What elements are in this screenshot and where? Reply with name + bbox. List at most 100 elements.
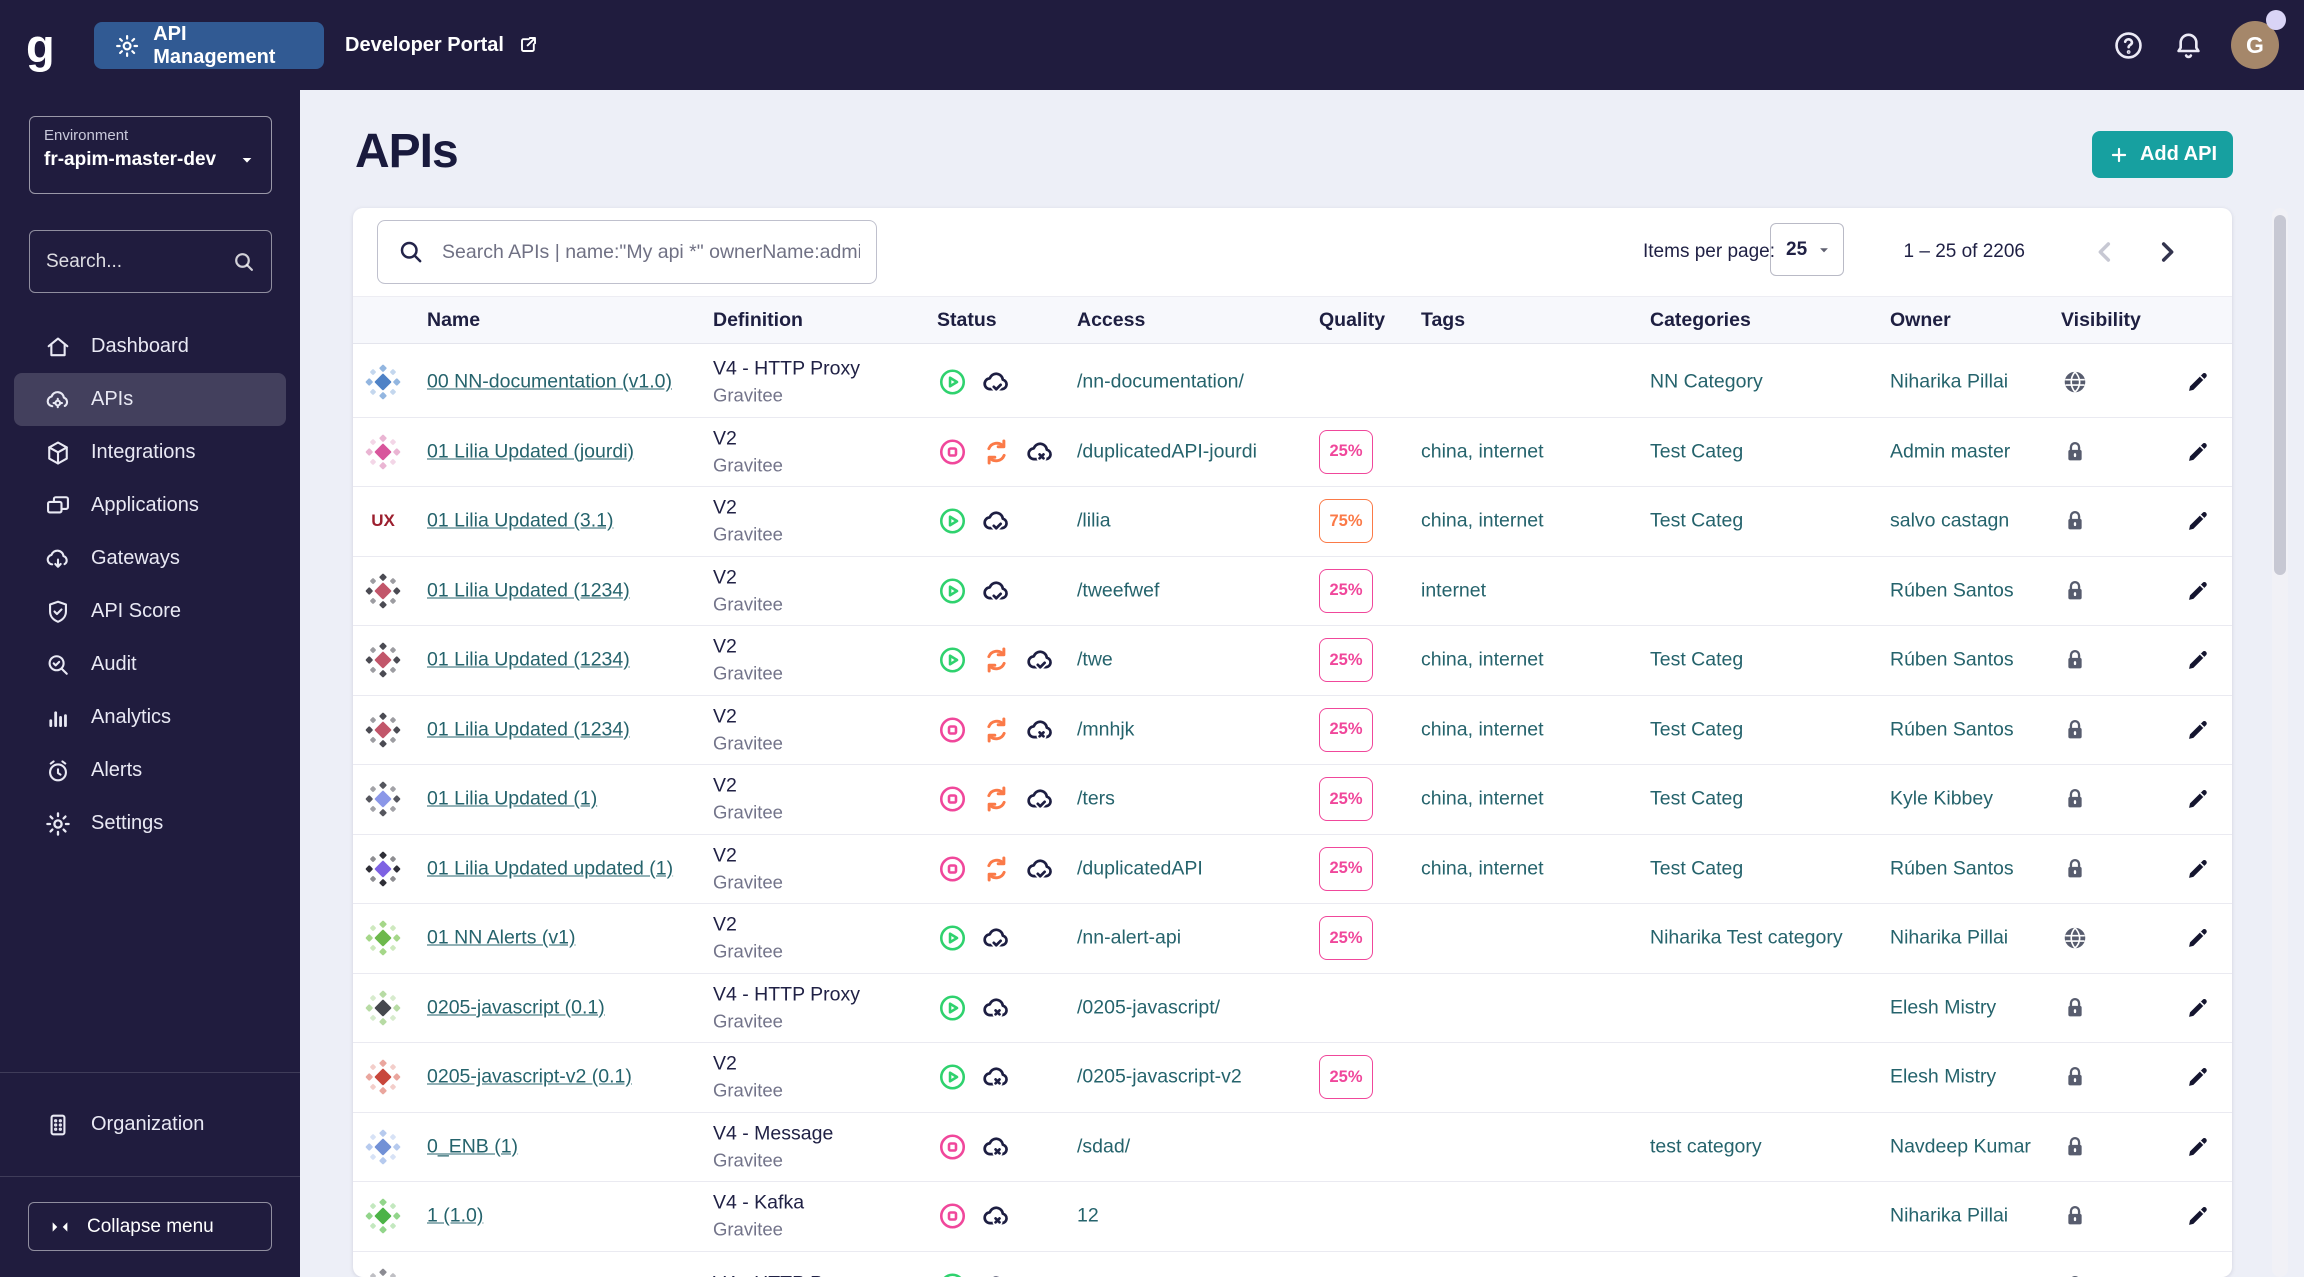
- sidebar-item-settings[interactable]: Settings: [0, 797, 300, 850]
- column-header-owner: Owner: [1890, 309, 1951, 331]
- api-name-link[interactable]: 00 NN-documentation (v1.0): [427, 370, 672, 393]
- edit-api-button[interactable]: [2183, 716, 2211, 744]
- collapse-icon: [49, 1216, 71, 1238]
- edit-api-button[interactable]: [2183, 646, 2211, 674]
- api-avatar: [364, 641, 402, 679]
- apis-search-input[interactable]: [440, 239, 862, 265]
- avatar-status-dot: [2266, 10, 2286, 30]
- sidebar-item-audit[interactable]: Audit: [0, 638, 300, 691]
- globe-icon: [2061, 924, 2089, 952]
- api-owner: Elesh Mistry: [1890, 996, 1997, 1019]
- api-access: /mnhjk: [1077, 718, 1135, 741]
- api-name-link[interactable]: 1 (1.0): [427, 1204, 484, 1227]
- api-status: [937, 506, 1012, 537]
- notifications-button[interactable]: [2172, 29, 2205, 62]
- api-avatar: [364, 850, 402, 888]
- edit-api-button[interactable]: [2183, 1272, 2211, 1277]
- next-page-button[interactable]: [2151, 236, 2183, 268]
- api-management-tab[interactable]: API Management: [94, 22, 324, 69]
- api-name-link[interactable]: 0205-javascript-v2 (0.1): [427, 1065, 632, 1088]
- sidebar-item-integrations[interactable]: Integrations: [0, 426, 300, 479]
- api-categories: Test Categ: [1650, 787, 1744, 810]
- table-row: 01 Lilia Updated (1234) V2 Gravitee /twe …: [353, 626, 2232, 696]
- api-name-link[interactable]: 0_ENB (1): [427, 1135, 519, 1158]
- api-name-link[interactable]: 01 Lilia Updated (jourdi): [427, 440, 635, 463]
- api-name-link[interactable]: 01 NN Alerts (v1): [427, 926, 576, 949]
- add-api-button[interactable]: Add API: [2092, 131, 2233, 178]
- edit-api-button[interactable]: [2183, 577, 2211, 605]
- sidebar-item-api-score[interactable]: API Score: [0, 585, 300, 638]
- status-deployed-icon: [981, 575, 1012, 606]
- status-deployed-icon: [981, 506, 1012, 537]
- status-not-deployed-icon: [981, 1131, 1012, 1162]
- sidebar-search-input[interactable]: [44, 249, 231, 274]
- api-name-link[interactable]: 01 Lilia Updated (1234): [427, 648, 630, 671]
- table-row: 01 Lilia Updated (1) V2 Gravitee /ters 25…: [353, 765, 2232, 835]
- api-name-link[interactable]: 01 Lilia Updated (1234): [427, 579, 630, 602]
- status-deployed-icon: [981, 923, 1012, 954]
- table-row: 0205-javascript (0.1) V4 - HTTP Proxy Gra…: [353, 974, 2232, 1043]
- previous-page-button[interactable]: [2089, 236, 2121, 268]
- developer-portal-link[interactable]: Developer Portal: [345, 0, 540, 90]
- edit-api-button[interactable]: [2183, 924, 2211, 952]
- edit-api-button[interactable]: [2183, 994, 2211, 1022]
- status-deployed-icon: [1025, 853, 1056, 884]
- api-name-link[interactable]: 01 Lilia Updated (1): [427, 787, 598, 810]
- api-owner: Rúben Santos: [1890, 718, 2014, 741]
- lock-icon: [2061, 1272, 2089, 1277]
- cube-icon: [44, 439, 72, 467]
- api-management-label: API Management: [153, 22, 276, 68]
- status-deployed-icon: [1025, 784, 1056, 815]
- edit-api-button[interactable]: [2183, 1133, 2211, 1161]
- quality-badge: 25%: [1319, 638, 1373, 683]
- home-icon: [44, 333, 72, 361]
- scrollbar-thumb[interactable]: [2274, 215, 2286, 575]
- api-status: [937, 575, 1012, 606]
- sidebar-item-label: APIs: [91, 388, 134, 410]
- edit-api-button[interactable]: [2183, 368, 2211, 396]
- status-started-icon: [937, 923, 968, 954]
- sidebar-item-gateways[interactable]: Gateways: [0, 532, 300, 585]
- sidebar-item-apis[interactable]: APIs: [14, 373, 286, 426]
- edit-api-button[interactable]: [2183, 438, 2211, 466]
- org-icon: [44, 1111, 72, 1139]
- api-owner: Admin master: [1890, 440, 2011, 463]
- environment-selector[interactable]: Environment fr-apim-master-dev: [29, 116, 272, 194]
- sidebar-item-applications[interactable]: Applications: [0, 479, 300, 532]
- edit-api-button[interactable]: [2183, 507, 2211, 535]
- environment-label: Environment: [44, 127, 129, 144]
- status-started-icon: [937, 1062, 968, 1093]
- table-row: 1 (1.0) V4 - Kafka Gravitee 12 Niharika P…: [353, 1182, 2232, 1252]
- api-tags: china, internet: [1421, 718, 1544, 741]
- items-per-page-select[interactable]: 25: [1770, 223, 1844, 276]
- sidebar-item-label: Dashboard: [91, 335, 189, 357]
- api-owner: Rúben Santos: [1890, 857, 2014, 880]
- sidebar-item-organization[interactable]: Organization: [0, 1098, 300, 1151]
- page-title: APIs: [355, 125, 459, 178]
- user-avatar[interactable]: G: [2231, 21, 2279, 69]
- help-button[interactable]: [2112, 29, 2145, 62]
- collapse-menu-button[interactable]: Collapse menu: [28, 1202, 272, 1251]
- api-name-link[interactable]: 0205-javascript (0.1): [427, 996, 605, 1019]
- api-quality: 25%: [1319, 638, 1373, 683]
- sidebar-item-label: Alerts: [91, 759, 143, 781]
- api-avatar: [364, 572, 402, 610]
- edit-api-button[interactable]: [2183, 855, 2211, 883]
- api-name-link[interactable]: 01 Lilia Updated (1234): [427, 718, 630, 741]
- sidebar-item-dashboard[interactable]: Dashboard: [0, 320, 300, 373]
- sidebar-item-analytics[interactable]: Analytics: [0, 691, 300, 744]
- table-row: 0205-javascript-v2 (0.1) V2 Gravitee /020…: [353, 1043, 2232, 1113]
- edit-api-button[interactable]: [2183, 1063, 2211, 1091]
- gravitee-logo[interactable]: g: [26, 18, 55, 72]
- edit-api-button[interactable]: [2183, 785, 2211, 813]
- edit-api-button[interactable]: [2183, 1202, 2211, 1230]
- table-row: V4 - HTTP Proxy: [353, 1252, 2232, 1277]
- api-name-link[interactable]: 01 Lilia Updated updated (1): [427, 857, 674, 880]
- top-bar: g API Management Developer Portal G: [0, 0, 2304, 90]
- sidebar-item-alerts[interactable]: Alerts: [0, 744, 300, 797]
- api-status: [937, 1201, 1012, 1232]
- api-definition: V2 Gravitee: [713, 496, 783, 545]
- api-avatar: [364, 1197, 402, 1235]
- api-name-link[interactable]: 01 Lilia Updated (3.1): [427, 509, 614, 532]
- lock-icon: [2061, 577, 2089, 605]
